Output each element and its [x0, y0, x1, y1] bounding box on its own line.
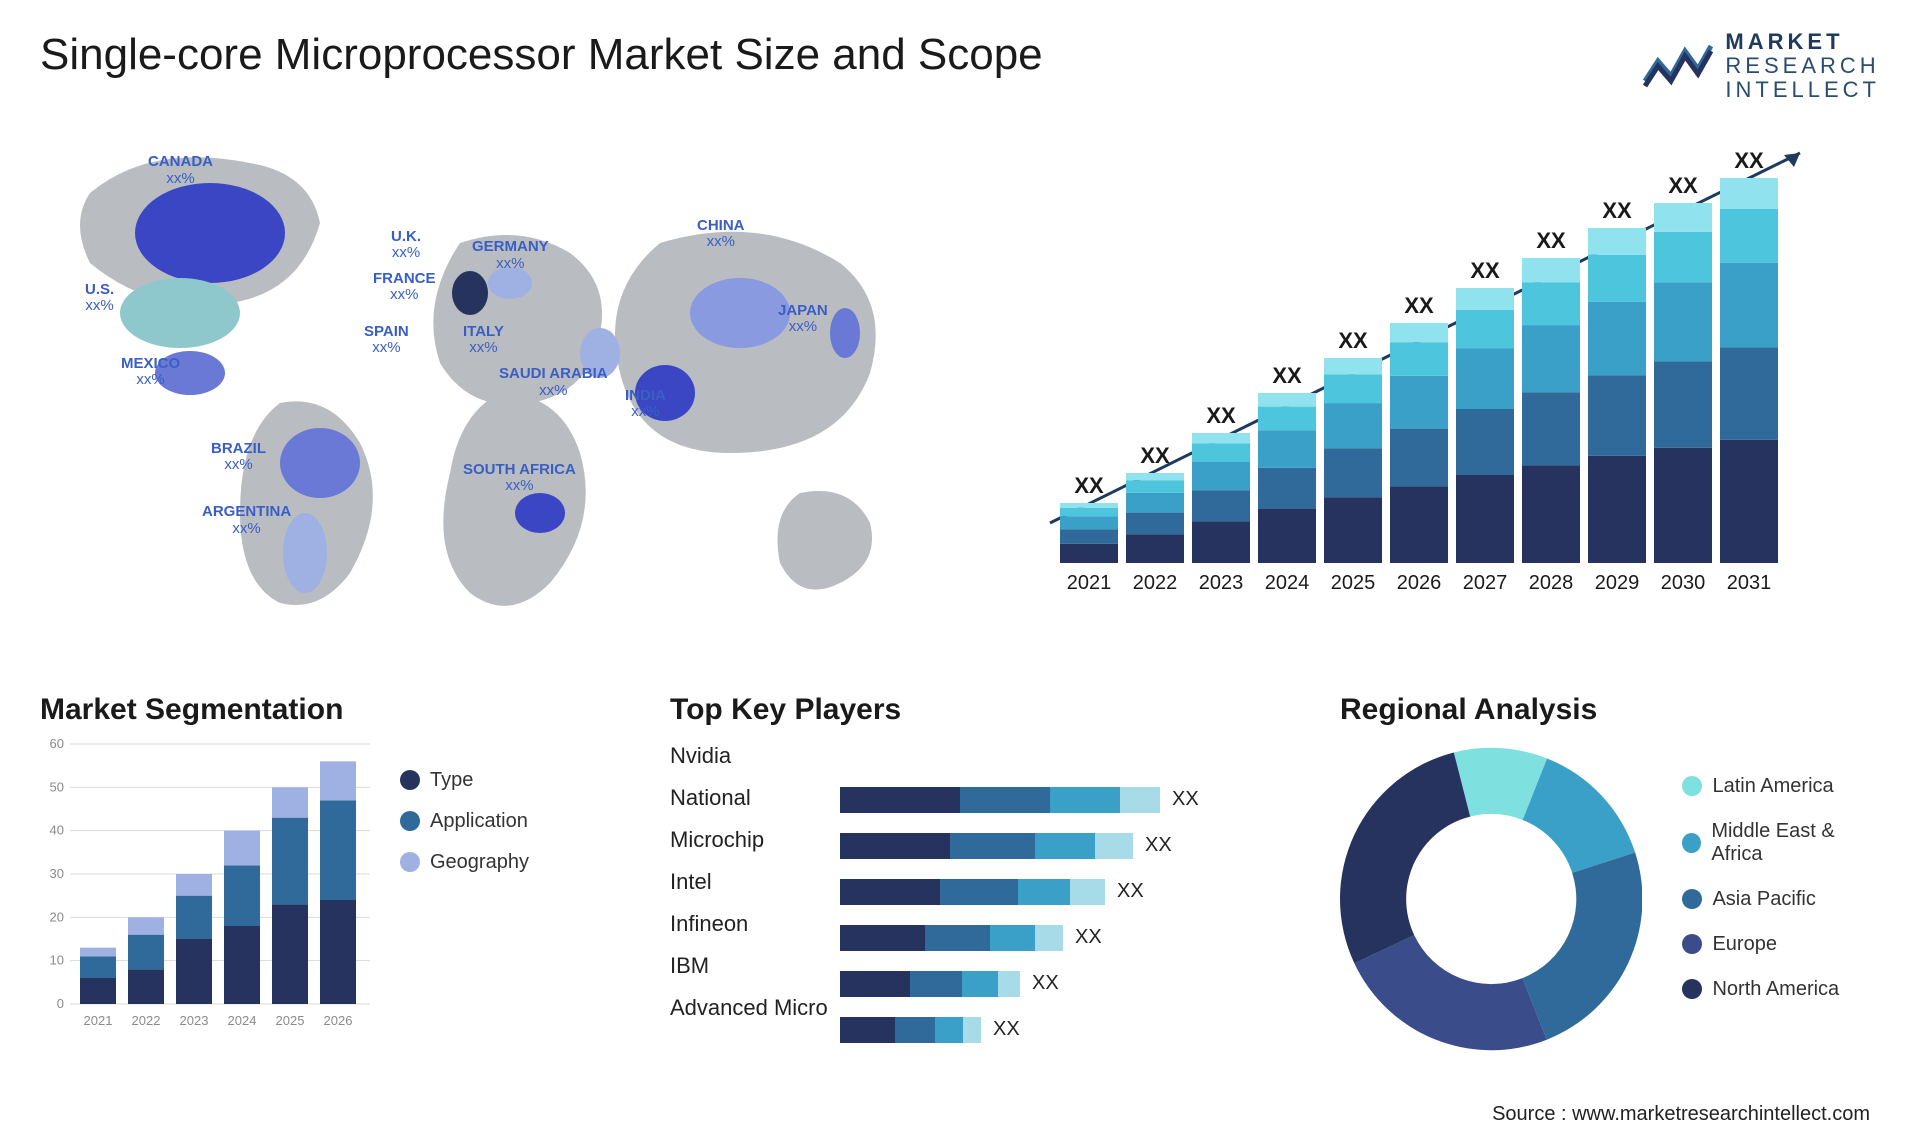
- svg-text:2025: 2025: [276, 1013, 305, 1028]
- svg-text:2021: 2021: [84, 1013, 113, 1028]
- svg-text:50: 50: [50, 779, 64, 794]
- legend-item: Europe: [1682, 933, 1880, 956]
- players-bars: XX XX XX XX XX XX: [840, 739, 1290, 1061]
- top-row: CANADAxx% U.S.xx% MEXICOxx% BRAZILxx% ARGENT…: [40, 123, 1880, 653]
- player-bar-row: XX: [840, 877, 1290, 907]
- legend-item: Latin America: [1682, 775, 1880, 798]
- svg-text:40: 40: [50, 822, 64, 837]
- regional-title: Regional Analysis: [1340, 693, 1880, 727]
- map-label: U.K.xx%: [391, 229, 421, 262]
- svg-text:2024: 2024: [1265, 572, 1310, 594]
- map-label: MEXICOxx%: [121, 356, 180, 389]
- player-name: Microchip: [670, 827, 840, 853]
- segmentation-title: Market Segmentation: [40, 693, 620, 727]
- player-name: IBM: [670, 953, 840, 979]
- header: Single-core Microprocessor Market Size a…: [40, 30, 1880, 103]
- svg-text:2027: 2027: [1463, 572, 1508, 594]
- legend-item: Asia Pacific: [1682, 888, 1880, 911]
- map-label: U.S.xx%: [85, 282, 114, 315]
- svg-text:XX: XX: [1338, 328, 1368, 353]
- svg-text:XX: XX: [1272, 363, 1302, 388]
- svg-text:2025: 2025: [1331, 572, 1376, 594]
- player-name: National: [670, 785, 840, 811]
- svg-text:2023: 2023: [180, 1013, 209, 1028]
- map-label: ARGENTINAxx%: [202, 504, 291, 537]
- player-name: Nvidia: [670, 743, 840, 769]
- svg-text:2022: 2022: [1133, 572, 1178, 594]
- map-label: INDIAxx%: [625, 388, 666, 421]
- svg-text:XX: XX: [1206, 403, 1236, 428]
- svg-text:0: 0: [57, 996, 64, 1011]
- svg-text:XX: XX: [1668, 173, 1698, 198]
- svg-text:30: 30: [50, 866, 64, 881]
- players-names: Nvidia National Microchip Intel Infineon IBM A…: [670, 739, 840, 1061]
- map-label: SAUDI ARABIAxx%: [499, 366, 608, 399]
- forecast-svg: XX 2021 XX 2022 XX 2023 XX 2024 XX 2025 XX 2026 XX 20…: [980, 123, 1880, 653]
- svg-text:XX: XX: [1602, 198, 1632, 223]
- svg-text:XX: XX: [1536, 228, 1566, 253]
- player-name: Infineon: [670, 911, 840, 937]
- map-label: JAPANxx%: [778, 303, 828, 336]
- segmentation-panel: Market Segmentation 0 10 20 30 40 50 60 2021 202…: [40, 693, 620, 1061]
- svg-text:2022: 2022: [132, 1013, 161, 1028]
- legend-item: Application: [400, 810, 529, 833]
- players-panel: Top Key Players Nvidia National Microchip I…: [670, 693, 1290, 1061]
- logo-text: MARKET RESEARCH INTELLECT: [1725, 30, 1880, 103]
- svg-text:2024: 2024: [228, 1013, 257, 1028]
- svg-text:2031: 2031: [1727, 572, 1772, 594]
- players-title: Top Key Players: [670, 693, 1290, 727]
- segmentation-chart: 0 10 20 30 40 50 60 2021 2022 2023 2024 2025 2026: [40, 739, 370, 1049]
- regional-panel: Regional Analysis Latin America Middle Ea…: [1340, 693, 1880, 1061]
- legend-item: North America: [1682, 978, 1880, 1001]
- svg-text:2028: 2028: [1529, 572, 1574, 594]
- regional-donut: [1340, 739, 1642, 1059]
- player-bar-row: XX: [840, 785, 1290, 815]
- svg-text:20: 20: [50, 909, 64, 924]
- svg-text:XX: XX: [1074, 473, 1104, 498]
- map-label: BRAZILxx%: [211, 441, 266, 474]
- bottom-row: Market Segmentation 0 10 20 30 40 50 60 2021 202…: [40, 693, 1880, 1061]
- map-label: SPAINxx%: [364, 324, 409, 357]
- map-label: ITALYxx%: [463, 324, 504, 357]
- logo-line1: MARKET: [1725, 30, 1880, 54]
- page-title: Single-core Microprocessor Market Size a…: [40, 30, 1043, 80]
- map-label: CANADAxx%: [148, 154, 213, 187]
- svg-text:10: 10: [50, 952, 64, 967]
- player-name: Advanced Micro: [670, 995, 840, 1021]
- player-name: Intel: [670, 869, 840, 895]
- svg-text:XX: XX: [1734, 148, 1764, 173]
- regional-legend: Latin America Middle East & Africa Asia Pa…: [1682, 775, 1880, 1023]
- player-bar-row: XX: [840, 831, 1290, 861]
- source-text: Source : www.marketresearchintellect.com: [1492, 1103, 1870, 1126]
- player-bar-row: [840, 739, 1290, 769]
- brand-logo: MARKET RESEARCH INTELLECT: [1643, 30, 1880, 103]
- forecast-chart: XX 2021 XX 2022 XX 2023 XX 2024 XX 2025 XX 2026 XX 20…: [980, 123, 1880, 653]
- logo-line3: INTELLECT: [1725, 78, 1880, 102]
- svg-text:2026: 2026: [1397, 572, 1442, 594]
- svg-text:XX: XX: [1140, 443, 1170, 468]
- player-bar-row: XX: [840, 1015, 1290, 1045]
- svg-text:2030: 2030: [1661, 572, 1706, 594]
- map-label: GERMANYxx%: [472, 239, 549, 272]
- svg-text:2026: 2026: [324, 1013, 353, 1028]
- world-map: CANADAxx% U.S.xx% MEXICOxx% BRAZILxx% ARGENT…: [40, 123, 940, 653]
- logo-line2: RESEARCH: [1725, 54, 1880, 78]
- svg-text:60: 60: [50, 739, 64, 751]
- svg-text:XX: XX: [1470, 258, 1500, 283]
- svg-text:2023: 2023: [1199, 572, 1244, 594]
- segmentation-legend: Type Application Geography: [400, 739, 529, 1049]
- legend-item: Geography: [400, 851, 529, 874]
- logo-mark-icon: [1643, 41, 1713, 91]
- map-label: SOUTH AFRICAxx%: [463, 462, 576, 495]
- svg-text:XX: XX: [1404, 293, 1434, 318]
- svg-text:2021: 2021: [1067, 572, 1112, 594]
- legend-item: Type: [400, 769, 529, 792]
- svg-text:2029: 2029: [1595, 572, 1640, 594]
- player-bar-row: XX: [840, 923, 1290, 953]
- player-bar-row: XX: [840, 969, 1290, 999]
- legend-item: Middle East & Africa: [1682, 820, 1880, 866]
- map-label: CHINAxx%: [697, 218, 745, 251]
- map-label: FRANCExx%: [373, 271, 436, 304]
